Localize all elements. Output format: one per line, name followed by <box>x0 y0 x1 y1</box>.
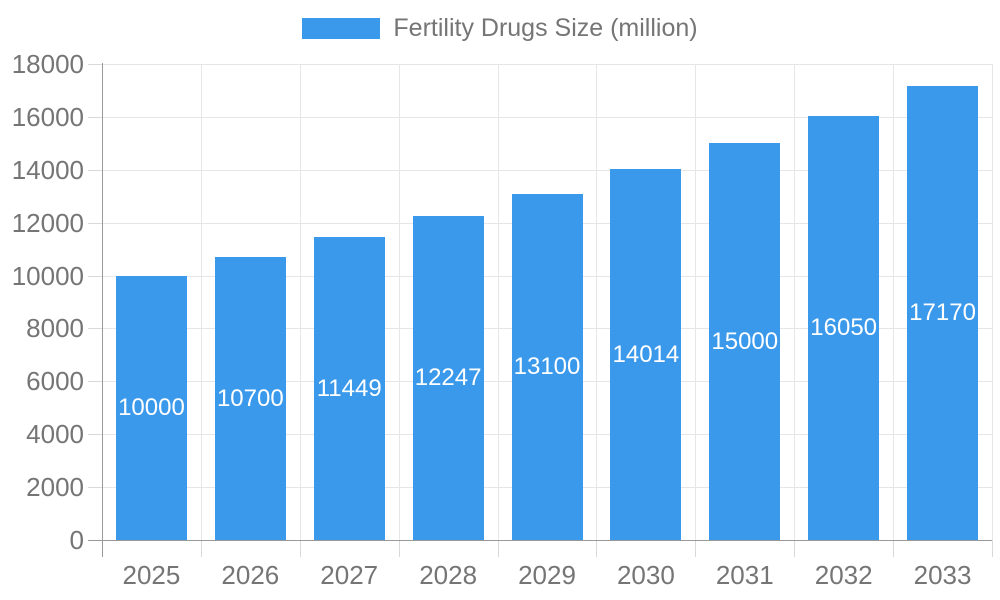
bar-value-label: 14014 <box>612 340 680 368</box>
x-gridline <box>992 64 993 540</box>
y-axis-tick-label: 8000 <box>26 313 84 344</box>
y-axis-tick <box>88 275 102 277</box>
x-axis-tick-label: 2027 <box>320 560 379 590</box>
y-gridline <box>102 116 992 118</box>
y-axis-tick-label: 0 <box>69 525 84 555</box>
x-gridline <box>794 64 796 540</box>
x-axis-tick <box>200 540 202 557</box>
legend-label: Fertility Drugs Size (million) <box>393 14 698 42</box>
bar-value-label: 16050 <box>810 313 878 341</box>
x-axis-tick-label: 2031 <box>715 560 774 590</box>
y-axis-tick <box>88 381 102 383</box>
bar-2031[interactable]: 15000 <box>709 143 781 540</box>
bar-2028[interactable]: 12247 <box>412 216 484 540</box>
x-axis-tick <box>299 540 301 557</box>
bar-value-label: 17170 <box>909 298 976 326</box>
x-axis-tick <box>497 540 499 557</box>
y-axis-tick <box>88 487 102 489</box>
legend-swatch-icon <box>302 18 381 40</box>
x-axis-tick <box>992 540 993 557</box>
y-gridline <box>102 169 992 171</box>
bar-value-label: 13100 <box>513 352 581 380</box>
bar-2029[interactable]: 13100 <box>511 193 583 540</box>
y-axis-tick <box>88 169 102 171</box>
y-axis-tick-label: 10000 <box>11 260 84 291</box>
y-gridline <box>102 64 992 65</box>
legend[interactable]: Fertility Drugs Size (million) <box>0 14 1000 43</box>
bar-value-label: 12247 <box>414 364 482 392</box>
x-axis-line <box>88 540 992 541</box>
y-axis-tick-label: 16000 <box>11 101 84 132</box>
x-gridline <box>893 64 895 540</box>
y-axis-tick <box>88 328 102 330</box>
x-gridline <box>497 64 499 540</box>
x-gridline <box>695 64 697 540</box>
y-axis-tick <box>88 64 102 65</box>
bar-value-label: 10700 <box>216 384 284 412</box>
x-axis-tick-label: 2029 <box>518 560 576 590</box>
x-gridline <box>200 64 202 540</box>
bar-value-label: 10000 <box>118 393 185 421</box>
x-axis-tick-label: 2030 <box>616 560 675 590</box>
x-axis-tick <box>794 540 796 557</box>
x-gridline <box>299 64 301 540</box>
y-axis-tick-label: 6000 <box>26 366 84 397</box>
bar-value-label: 15000 <box>711 327 779 355</box>
x-axis-tick-label: 2025 <box>122 560 181 590</box>
y-axis-tick-label: 18000 <box>11 49 84 79</box>
y-axis-tick-label: 4000 <box>26 419 84 450</box>
y-axis-line <box>102 63 103 557</box>
y-axis-tick <box>88 116 102 118</box>
x-axis-tick-label: 2028 <box>419 560 478 590</box>
bar-2026[interactable]: 10700 <box>214 257 286 540</box>
y-axis-tick <box>88 434 102 436</box>
bar-2032[interactable]: 16050 <box>808 115 880 540</box>
x-gridline <box>398 64 400 540</box>
y-axis-tick-label: 14000 <box>11 154 84 185</box>
x-axis-tick <box>398 540 400 557</box>
x-gridline <box>596 64 598 540</box>
bar-2027[interactable]: 11449 <box>313 237 385 540</box>
bar-value-label: 11449 <box>316 374 382 402</box>
bar-2033[interactable]: 17170 <box>907 85 979 540</box>
y-axis-tick-label: 12000 <box>11 207 84 238</box>
x-axis-tick-label: 2032 <box>814 560 873 590</box>
x-axis-tick-label: 2033 <box>913 560 972 590</box>
x-axis-tick <box>596 540 598 557</box>
x-axis-tick-label: 2026 <box>221 560 280 590</box>
bar-2025[interactable]: 10000 <box>115 275 187 540</box>
y-axis-tick-label: 2000 <box>26 472 84 503</box>
x-axis-tick <box>893 540 895 557</box>
bar-2030[interactable]: 14014 <box>610 169 682 540</box>
y-axis-tick <box>88 222 102 224</box>
x-axis-tick <box>695 540 697 557</box>
